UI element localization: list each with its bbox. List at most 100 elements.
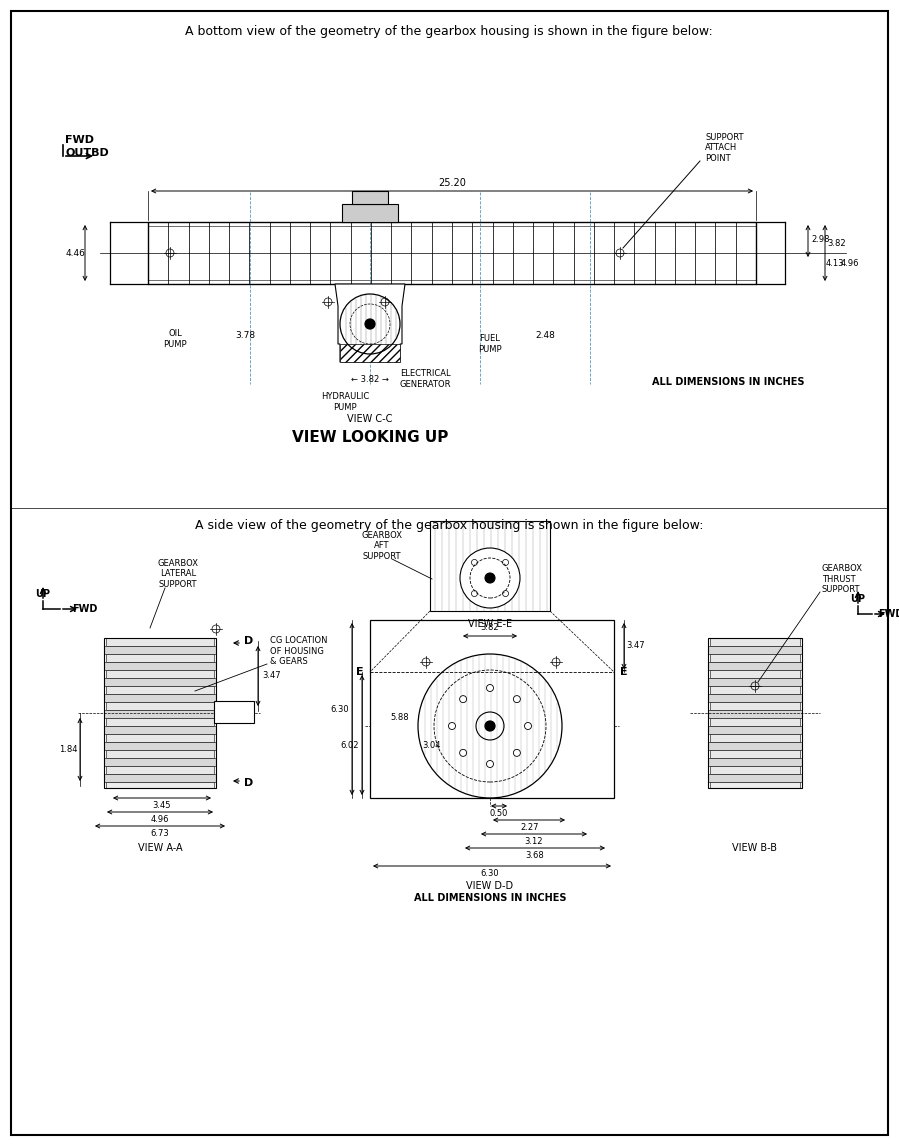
Bar (104, 646, 216, 654)
Text: GEARBOX
AFT
SUPPORT: GEARBOX AFT SUPPORT (361, 531, 403, 560)
Bar (214, 701, 254, 723)
Polygon shape (335, 284, 405, 362)
Circle shape (486, 684, 494, 691)
Bar (104, 758, 216, 766)
Bar (106, 719, 214, 727)
Bar (340, 344, 400, 362)
Bar (430, 521, 550, 611)
Bar (104, 711, 216, 719)
Text: ALL DIMENSIONS IN INCHES: ALL DIMENSIONS IN INCHES (652, 377, 805, 387)
Text: 2.48: 2.48 (535, 331, 555, 340)
Text: 3.12: 3.12 (525, 838, 543, 847)
Text: VIEW C-C: VIEW C-C (347, 414, 393, 424)
Text: GEARBOX
THRUST
SUPPORT: GEARBOX THRUST SUPPORT (822, 564, 863, 594)
Text: 25.20: 25.20 (438, 178, 466, 188)
Text: 0.50: 0.50 (490, 809, 508, 818)
Text: OUTBD: OUTBD (65, 148, 109, 158)
Bar (710, 733, 800, 741)
Circle shape (365, 319, 375, 329)
Bar (708, 646, 802, 654)
Bar (106, 782, 214, 788)
Bar (710, 686, 800, 694)
Text: OIL
PUMP: OIL PUMP (164, 329, 187, 348)
Bar (710, 702, 800, 711)
Bar (370, 620, 614, 798)
Bar (352, 191, 388, 204)
Bar (710, 749, 800, 758)
Bar (104, 678, 216, 686)
Circle shape (449, 722, 456, 730)
Bar (708, 741, 802, 749)
Text: FWD: FWD (65, 135, 94, 146)
Text: 4.46: 4.46 (65, 249, 85, 258)
Bar (708, 711, 802, 719)
Bar (710, 670, 800, 678)
Text: 6.73: 6.73 (151, 830, 169, 839)
Bar (104, 727, 216, 733)
Bar (106, 686, 214, 694)
Circle shape (524, 722, 531, 730)
Text: E: E (620, 667, 628, 677)
Text: VIEW E-E: VIEW E-E (468, 619, 512, 629)
Bar (710, 654, 800, 662)
Bar (342, 204, 398, 222)
Text: SUPPORT
ATTACH
POINT: SUPPORT ATTACH POINT (705, 133, 743, 163)
Text: 3.47: 3.47 (263, 672, 281, 681)
Text: FUEL
PUMP: FUEL PUMP (478, 335, 502, 354)
Text: HYDRAULIC
PUMP: HYDRAULIC PUMP (321, 392, 369, 411)
Bar (106, 638, 214, 646)
Text: ALL DIMENSIONS IN INCHES: ALL DIMENSIONS IN INCHES (414, 893, 566, 903)
Bar (710, 782, 800, 788)
Text: 6.30: 6.30 (331, 705, 350, 714)
Bar (104, 774, 216, 782)
Text: 3.47: 3.47 (627, 642, 645, 651)
Text: 3.82: 3.82 (481, 623, 499, 633)
Text: 4.96: 4.96 (151, 816, 169, 824)
Text: FWD: FWD (878, 609, 899, 619)
Text: 4.96: 4.96 (841, 259, 859, 267)
Bar (104, 662, 216, 670)
Text: VIEW LOOKING UP: VIEW LOOKING UP (292, 430, 449, 445)
Text: D: D (244, 636, 254, 646)
Bar (710, 719, 800, 727)
Text: 6.02: 6.02 (341, 740, 360, 749)
Bar (708, 727, 802, 733)
Text: 5.88: 5.88 (391, 714, 409, 722)
Text: A bottom view of the geometry of the gearbox housing is shown in the figure belo: A bottom view of the geometry of the gea… (185, 24, 713, 38)
Bar (106, 702, 214, 711)
Bar (708, 662, 802, 670)
Bar (708, 678, 802, 686)
Bar (106, 733, 214, 741)
Text: ELECTRICAL
GENERATOR: ELECTRICAL GENERATOR (399, 369, 450, 388)
Bar (708, 774, 802, 782)
Bar (106, 654, 214, 662)
Bar (106, 749, 214, 758)
Text: 3.45: 3.45 (153, 801, 171, 810)
Text: 2.98: 2.98 (812, 235, 831, 244)
Text: ← 3.82 →: ← 3.82 → (352, 375, 389, 384)
Bar (148, 222, 756, 284)
Text: VIEW A-A: VIEW A-A (138, 843, 182, 853)
Text: A side view of the geometry of the gearbox housing is shown in the figure below:: A side view of the geometry of the gearb… (195, 519, 703, 533)
Text: 3.78: 3.78 (235, 331, 255, 340)
Bar (104, 694, 216, 702)
Text: UP: UP (35, 589, 50, 599)
Text: D: D (244, 778, 254, 788)
Bar (708, 758, 802, 766)
Text: 4.13: 4.13 (826, 259, 844, 267)
Text: UP: UP (850, 594, 866, 604)
Bar (104, 638, 216, 788)
Bar (710, 766, 800, 774)
Text: 6.30: 6.30 (481, 870, 499, 879)
Circle shape (513, 749, 521, 756)
Text: VIEW B-B: VIEW B-B (733, 843, 778, 853)
Circle shape (485, 721, 495, 731)
Text: 2.27: 2.27 (521, 824, 539, 832)
Circle shape (459, 696, 467, 702)
Bar (708, 638, 802, 788)
Circle shape (486, 761, 494, 768)
Text: E: E (356, 667, 364, 677)
Circle shape (513, 696, 521, 702)
Text: 3.04: 3.04 (423, 741, 441, 751)
Text: VIEW D-D: VIEW D-D (467, 881, 513, 890)
